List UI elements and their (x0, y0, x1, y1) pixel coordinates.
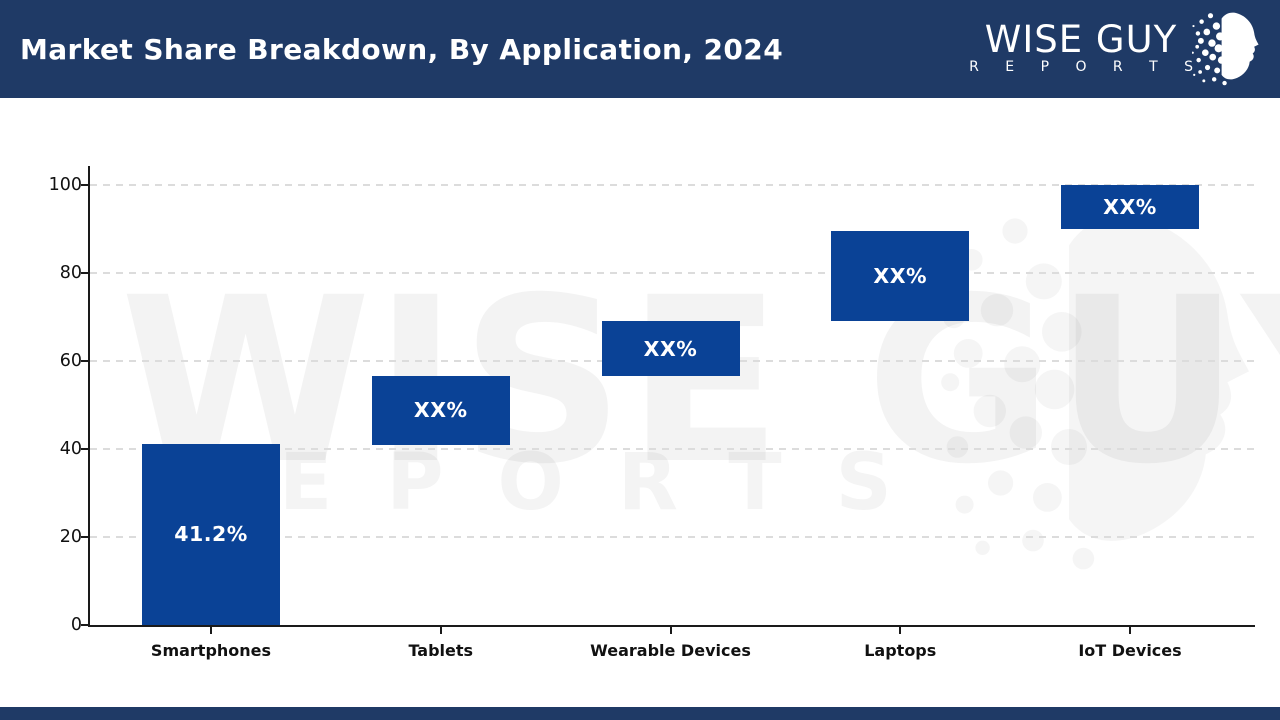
category-label-smartphones: Smartphones (150, 641, 272, 660)
y-tick-label: 60 (59, 351, 82, 371)
y-axis-tick (81, 624, 90, 626)
x-axis-tick (899, 627, 902, 634)
y-tick-label: 20 (59, 527, 82, 547)
y-tick-label: 80 (59, 263, 82, 283)
bar-laptops: XX% (831, 231, 970, 322)
footer-bar (0, 707, 1280, 720)
y-gridline (90, 536, 1255, 538)
watermark-text-line2: REPORTS (165, 438, 946, 528)
bar-wearable-devices: XX% (601, 321, 740, 377)
y-gridline (90, 272, 1255, 274)
category-label-laptops: Laptops (864, 641, 937, 660)
page-title: Market Share Breakdown, By Application, … (20, 32, 784, 66)
y-tick-label: 40 (59, 439, 82, 459)
bar-tablets: XX% (371, 376, 510, 445)
y-axis-tick (81, 184, 90, 186)
x-axis-tick (1129, 627, 1131, 634)
brand-logo-text: WISE GUY R E P O R T S (958, 17, 1204, 76)
watermark-face-icon (941, 215, 1249, 570)
y-axis-line (88, 166, 90, 627)
header: Market Share Breakdown, By Application, … (0, 0, 1280, 98)
category-label-iot-devices: IoT Devices (1078, 641, 1182, 660)
y-gridline (90, 448, 1255, 450)
waterfall-chart: 0 20 40 60 80 100 41.2% Smartphones XX% Tablets XX… (0, 98, 1280, 707)
x-axis-tick (669, 627, 672, 634)
watermark-text-line1: WISE GUY (120, 248, 1280, 514)
x-axis-tick (210, 627, 212, 634)
brand-logo-line1: WISE GUY (984, 17, 1178, 61)
bar-smartphones: 41.2% (142, 443, 280, 625)
bar-value-label: XX% (643, 336, 698, 361)
y-gridline (90, 184, 1255, 186)
y-axis-tick (81, 536, 90, 538)
brand-logo-line2: R E P O R T S (969, 59, 1204, 76)
brand-face-icon (1192, 12, 1259, 86)
y-tick-label: 0 (70, 615, 82, 635)
y-tick-label: 100 (48, 175, 82, 195)
x-axis-line (88, 625, 1255, 627)
brand-logo: WISE GUY R E P O R T S (958, 4, 1266, 92)
bar-value-label: XX% (413, 398, 468, 423)
bar-iot-devices: XX% (1061, 185, 1199, 229)
bar-value-label: XX% (1103, 195, 1157, 219)
category-label-tablets: Tablets (408, 641, 474, 660)
x-axis-tick (439, 627, 442, 634)
bar-value-label: XX% (873, 264, 928, 289)
bar-value-label: 41.2% (174, 522, 248, 547)
chart-area: WISE GUY REPORTS 0 20 40 60 80 100 41.2% Smartp… (0, 98, 1280, 707)
category-label-wearable-devices: Wearable Devices (590, 641, 751, 660)
y-axis-tick (81, 360, 90, 362)
y-axis-tick (81, 448, 90, 450)
y-axis-tick (81, 272, 90, 274)
